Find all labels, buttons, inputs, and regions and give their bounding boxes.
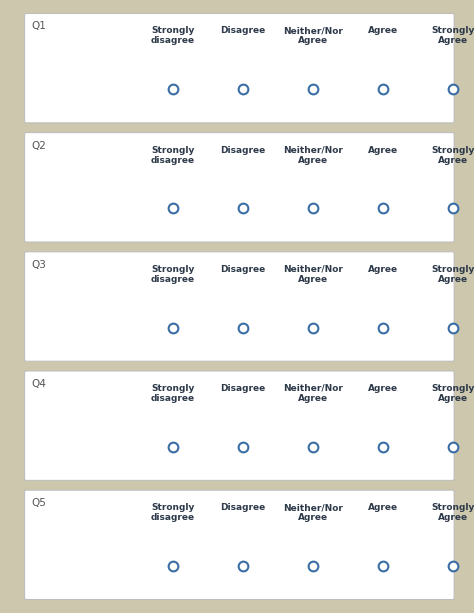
Text: Q5: Q5 <box>32 498 46 508</box>
Text: Strongly
disagree: Strongly disagree <box>151 265 195 284</box>
Text: Neither/Nor
Agree: Neither/Nor Agree <box>283 384 343 403</box>
Text: Q3: Q3 <box>32 260 46 270</box>
Text: Agree: Agree <box>368 265 398 273</box>
Text: Neither/Nor
Agree: Neither/Nor Agree <box>283 503 343 522</box>
Text: Strongly
disagree: Strongly disagree <box>151 26 195 45</box>
Text: Strongly
disagree: Strongly disagree <box>151 145 195 164</box>
Text: Agree: Agree <box>368 26 398 36</box>
Text: Disagree: Disagree <box>220 145 265 154</box>
Text: Disagree: Disagree <box>220 265 265 273</box>
FancyBboxPatch shape <box>25 490 454 600</box>
Text: Q4: Q4 <box>32 379 46 389</box>
Text: Strongly
Agree: Strongly Agree <box>431 503 474 522</box>
Text: Disagree: Disagree <box>220 384 265 393</box>
FancyBboxPatch shape <box>25 371 454 481</box>
Text: Strongly
disagree: Strongly disagree <box>151 384 195 403</box>
Text: Neither/Nor
Agree: Neither/Nor Agree <box>283 26 343 45</box>
Text: Neither/Nor
Agree: Neither/Nor Agree <box>283 265 343 284</box>
Text: Q1: Q1 <box>32 21 46 31</box>
FancyBboxPatch shape <box>25 13 454 123</box>
Text: Strongly
Agree: Strongly Agree <box>431 145 474 164</box>
Text: Agree: Agree <box>368 503 398 512</box>
Text: Neither/Nor
Agree: Neither/Nor Agree <box>283 145 343 164</box>
Text: Disagree: Disagree <box>220 503 265 512</box>
FancyBboxPatch shape <box>25 252 454 361</box>
Text: Disagree: Disagree <box>220 26 265 36</box>
Text: Agree: Agree <box>368 145 398 154</box>
Text: Strongly
disagree: Strongly disagree <box>151 503 195 522</box>
Text: Strongly
Agree: Strongly Agree <box>431 26 474 45</box>
Text: Strongly
Agree: Strongly Agree <box>431 265 474 284</box>
Text: Agree: Agree <box>368 384 398 393</box>
Text: Strongly
Agree: Strongly Agree <box>431 384 474 403</box>
FancyBboxPatch shape <box>25 132 454 242</box>
Text: Q2: Q2 <box>32 140 46 151</box>
